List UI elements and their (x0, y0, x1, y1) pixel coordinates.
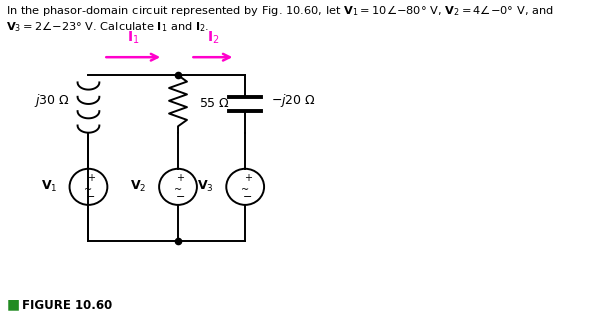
Text: FIGURE 10.60: FIGURE 10.60 (23, 299, 113, 311)
Text: $-j20\ \Omega$: $-j20\ \Omega$ (271, 92, 316, 109)
Text: ~: ~ (241, 185, 249, 195)
Text: ~: ~ (174, 185, 182, 195)
Text: $j30\ \Omega$: $j30\ \Omega$ (34, 92, 70, 109)
Text: $\mathbf{V}_1$: $\mathbf{V}_1$ (40, 179, 57, 194)
Text: ■: ■ (7, 298, 20, 311)
Text: +: + (244, 173, 251, 183)
Text: In the phasor-domain circuit represented by Fig. 10.60, let $\mathbf{V}_1 = 10\a: In the phasor-domain circuit represented… (7, 3, 554, 18)
Text: ~: ~ (84, 185, 93, 195)
Text: $\mathbf{V}_3 = 2\angle{-23°}$ V. Calculate $\mathbf{I}_1$ and $\mathbf{I}_2$.: $\mathbf{V}_3 = 2\angle{-23°}$ V. Calcul… (7, 20, 209, 34)
Text: $55\ \Omega$: $55\ \Omega$ (199, 97, 231, 111)
Text: −: − (243, 192, 253, 202)
Text: +: + (177, 173, 184, 183)
Text: $\mathbf{V}_3$: $\mathbf{V}_3$ (197, 179, 214, 194)
Text: −: − (176, 192, 185, 202)
Text: +: + (87, 173, 95, 183)
Text: $\mathbf{I}_1$: $\mathbf{I}_1$ (127, 29, 139, 46)
Text: $\mathbf{V}_2$: $\mathbf{V}_2$ (130, 179, 146, 194)
Text: −: − (86, 192, 95, 202)
Text: $\mathbf{I}_2$: $\mathbf{I}_2$ (206, 29, 219, 46)
